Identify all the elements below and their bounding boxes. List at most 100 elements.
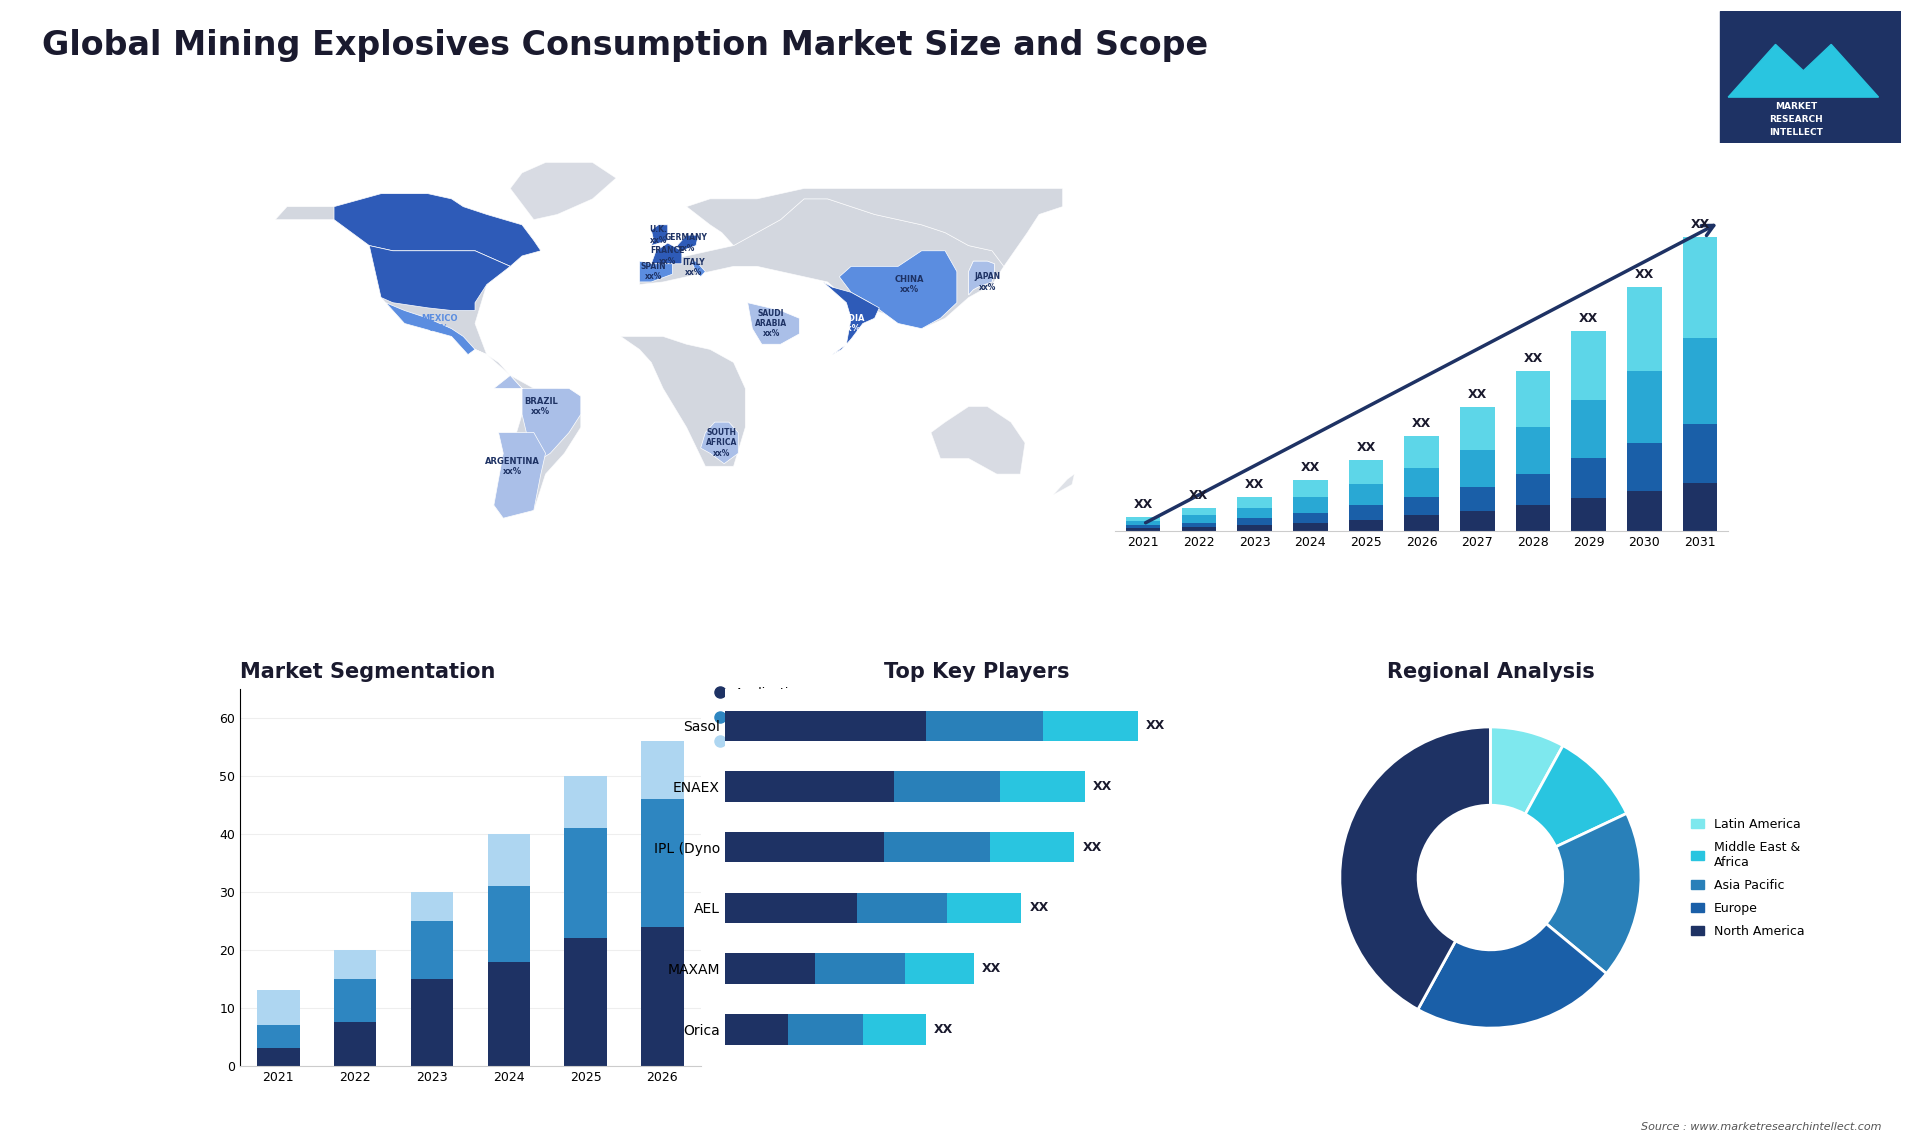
Text: XX: XX <box>1083 841 1102 854</box>
Bar <box>334 979 376 1022</box>
Bar <box>1515 505 1549 532</box>
Text: ITALY
xx%: ITALY xx% <box>682 258 705 277</box>
Text: XX: XX <box>1467 388 1486 401</box>
Bar <box>1459 449 1494 487</box>
Text: XX: XX <box>1244 478 1263 490</box>
Polygon shape <box>651 225 668 245</box>
Title: Top Key Players: Top Key Players <box>883 662 1069 682</box>
Text: U.S.
xx%: U.S. xx% <box>419 261 438 281</box>
Bar <box>904 953 973 983</box>
Bar <box>564 776 607 829</box>
Polygon shape <box>639 199 1004 329</box>
Bar <box>411 979 453 1066</box>
Text: CHINA
xx%: CHINA xx% <box>895 275 925 295</box>
Text: XX: XX <box>1523 352 1542 366</box>
Bar <box>724 893 856 923</box>
Text: XX: XX <box>1356 441 1375 454</box>
Bar <box>1181 523 1215 527</box>
Bar <box>1348 505 1382 520</box>
Bar <box>1043 711 1139 741</box>
Polygon shape <box>839 251 956 329</box>
Bar <box>1000 771 1085 802</box>
Text: XX: XX <box>1634 268 1653 281</box>
Bar <box>641 800 684 927</box>
Text: XX: XX <box>1133 499 1152 511</box>
Bar <box>1515 371 1549 427</box>
Text: ARGENTINA
xx%: ARGENTINA xx% <box>486 456 540 476</box>
Wedge shape <box>1417 924 1607 1028</box>
Bar <box>411 892 453 921</box>
Text: Source : www.marketresearchintellect.com: Source : www.marketresearchintellect.com <box>1642 1122 1882 1132</box>
Bar <box>1236 526 1271 532</box>
Text: GERMANY
xx%: GERMANY xx% <box>664 234 708 252</box>
Text: Market Segmentation: Market Segmentation <box>240 662 495 682</box>
Wedge shape <box>1524 746 1626 847</box>
Bar <box>1236 518 1271 526</box>
Text: INDIA
xx%: INDIA xx% <box>837 314 864 333</box>
Bar <box>564 829 607 939</box>
Bar <box>1684 237 1716 338</box>
Wedge shape <box>1546 814 1642 974</box>
Bar <box>257 1049 300 1066</box>
Bar <box>724 832 883 862</box>
Bar <box>883 832 989 862</box>
Text: XX: XX <box>1029 902 1048 915</box>
Text: SOUTH
AFRICA
xx%: SOUTH AFRICA xx% <box>707 427 737 457</box>
Text: BRAZIL
xx%: BRAZIL xx% <box>524 397 557 416</box>
Polygon shape <box>747 303 799 344</box>
Polygon shape <box>968 261 995 295</box>
Polygon shape <box>687 188 1062 266</box>
Bar <box>641 927 684 1066</box>
Polygon shape <box>931 407 1025 474</box>
Bar <box>989 832 1075 862</box>
Bar <box>1348 460 1382 484</box>
Polygon shape <box>386 303 474 354</box>
Polygon shape <box>651 243 682 264</box>
Bar <box>1459 407 1494 449</box>
Polygon shape <box>691 261 705 276</box>
Bar <box>1125 528 1160 532</box>
Bar <box>1684 424 1716 482</box>
Bar <box>1515 427 1549 474</box>
Polygon shape <box>493 376 580 464</box>
Text: XX: XX <box>1411 417 1430 430</box>
Bar <box>1181 516 1215 523</box>
Bar <box>411 921 453 979</box>
Bar <box>1125 521 1160 526</box>
Bar <box>789 1014 862 1044</box>
Text: INTELLECT: INTELLECT <box>1770 128 1824 138</box>
Text: MEXICO
xx%: MEXICO xx% <box>422 314 459 333</box>
Polygon shape <box>275 194 541 354</box>
Bar <box>334 1022 376 1066</box>
Text: RESEARCH: RESEARCH <box>1770 115 1824 124</box>
Polygon shape <box>678 235 699 253</box>
Polygon shape <box>493 432 545 518</box>
Text: XX: XX <box>1092 780 1112 793</box>
Polygon shape <box>1054 474 1075 495</box>
Bar <box>724 711 925 741</box>
Bar <box>1626 442 1661 492</box>
Text: SAUDI
ARABIA
xx%: SAUDI ARABIA xx% <box>755 308 787 338</box>
Text: U.K.
xx%: U.K. xx% <box>649 226 668 245</box>
Bar <box>947 893 1021 923</box>
Polygon shape <box>511 163 616 220</box>
Bar <box>1404 497 1438 516</box>
Text: XX: XX <box>1578 313 1597 325</box>
Text: XX: XX <box>981 963 1000 975</box>
Bar <box>1181 509 1215 516</box>
Bar <box>1404 469 1438 497</box>
Bar <box>862 1014 925 1044</box>
Bar <box>1292 480 1327 497</box>
Bar <box>1515 474 1549 505</box>
Bar <box>1292 497 1327 512</box>
Polygon shape <box>334 194 541 266</box>
Bar <box>724 953 814 983</box>
Bar <box>1125 517 1160 521</box>
Bar <box>641 741 684 800</box>
Bar <box>1125 526 1160 528</box>
Bar <box>1404 435 1438 469</box>
Text: XX: XX <box>933 1023 952 1036</box>
Bar <box>564 939 607 1066</box>
Bar <box>488 886 530 961</box>
Bar <box>257 990 300 1026</box>
